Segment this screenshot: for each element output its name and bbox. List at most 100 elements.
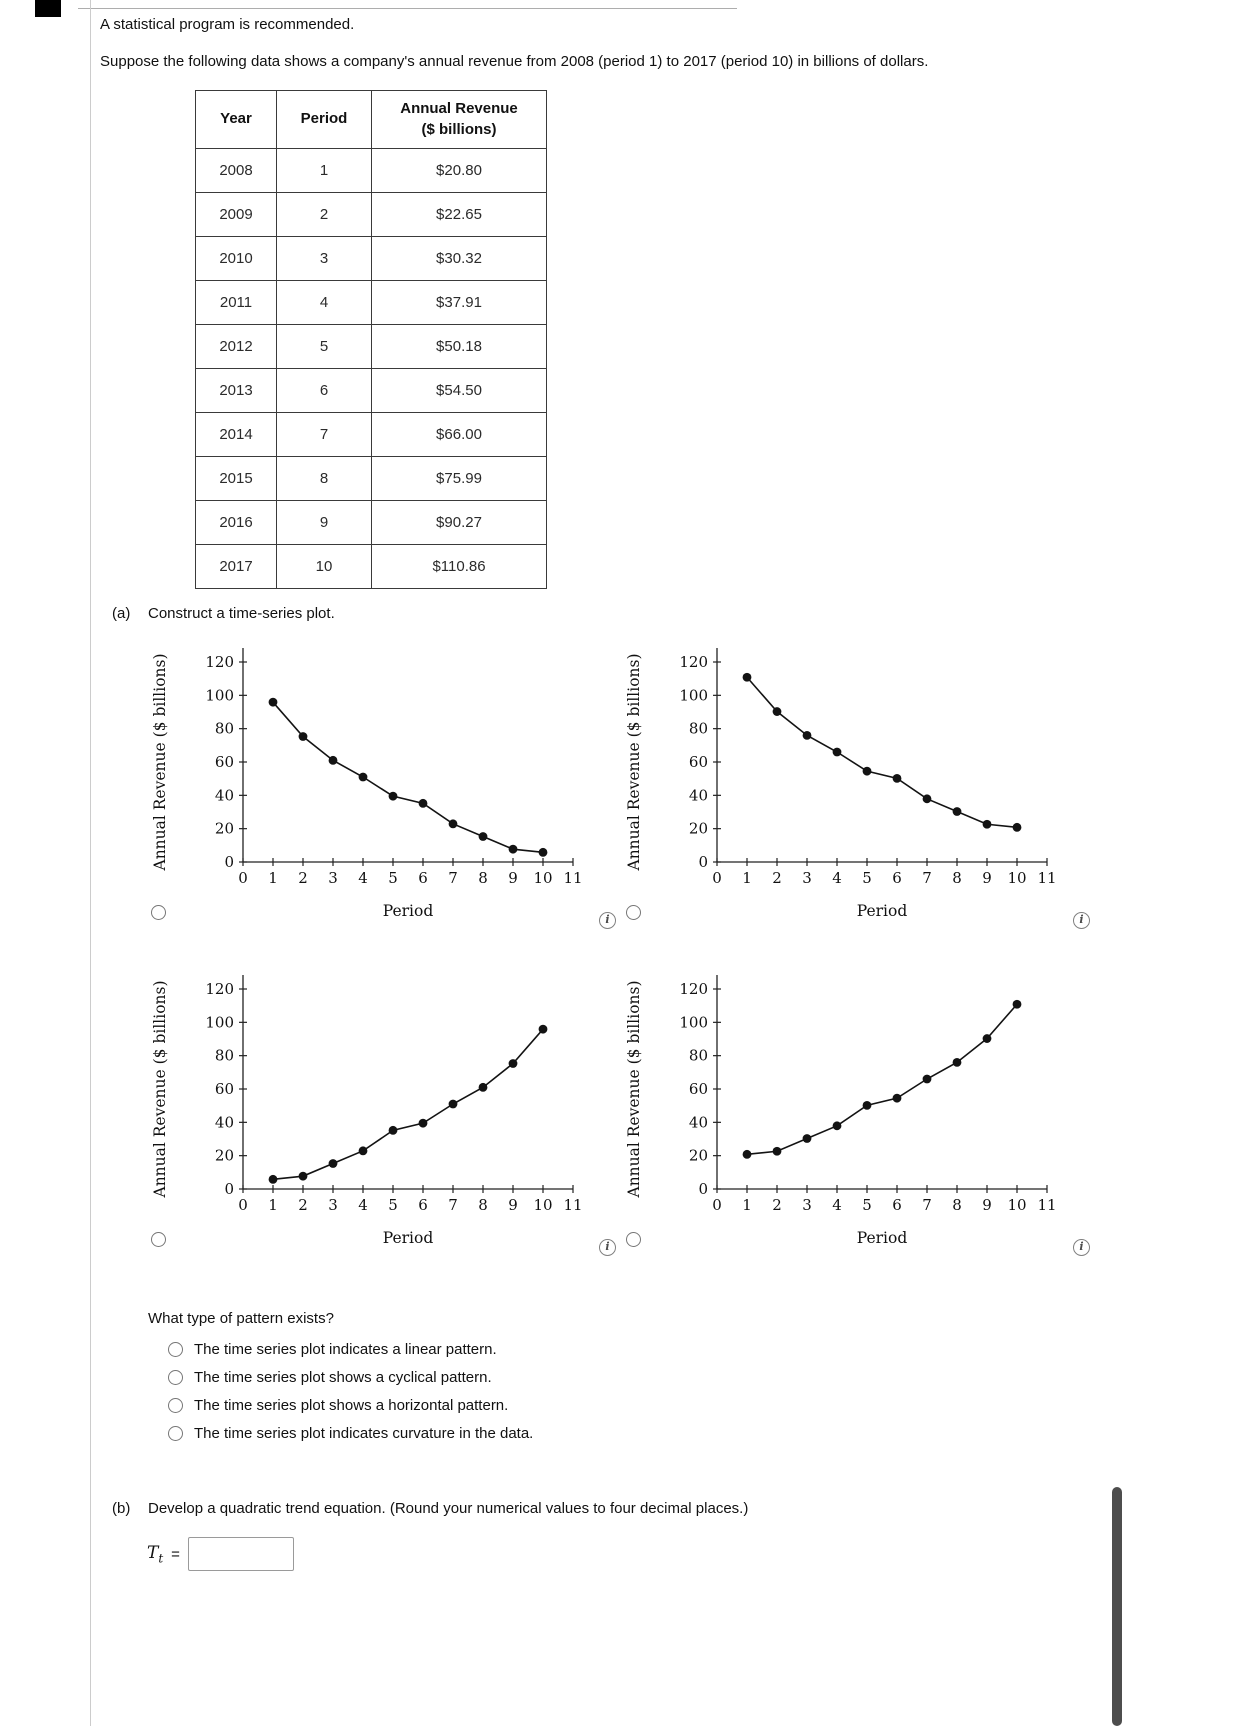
y-tick-label: 0	[224, 853, 234, 871]
x-tick-label: 4	[832, 869, 842, 887]
table-header-year: Year	[195, 90, 277, 149]
y-axis-label: Annual Revenue ($ billions)	[625, 653, 643, 871]
table-header-revenue-line1: Annual Revenue	[400, 100, 518, 118]
revenue-cell: $66.00	[371, 412, 547, 457]
chart-canvas-2: 0 20 40 60 80 100 120 0 1 2 3 4 5 6 7 8 9 10 11 Annual Reve…	[625, 648, 1057, 920]
plot-option-2-radio[interactable]	[626, 905, 641, 920]
x-tick-label: 6	[892, 1196, 902, 1214]
x-tick-label: 7	[922, 1196, 932, 1214]
y-tick-label: 80	[215, 1047, 234, 1065]
x-tick-label: 6	[418, 869, 428, 887]
equation-variable-symbol: T	[147, 1542, 159, 1563]
year-cell: 2010	[195, 236, 277, 281]
period-cell: 4	[276, 280, 372, 325]
pattern-option-horizontal-radio[interactable]	[168, 1397, 183, 1413]
data-point	[982, 819, 992, 829]
pattern-option-cyclical-radio[interactable]	[168, 1369, 183, 1385]
chart-canvas-1: 0 20 40 60 80 100 120 0 1 2 3 4 5 6 7 8 9 10 11 Annual Reve…	[151, 648, 583, 920]
x-tick-label: 11	[563, 1196, 582, 1214]
data-point	[1012, 822, 1022, 832]
time-series-plot-option-1: 0 20 40 60 80 100 120 0 1 2 3 4 5 6 7 8 9 10 11 Annual Reve…	[148, 638, 588, 924]
data-point	[298, 1171, 308, 1181]
top-left-marker	[35, 0, 61, 17]
series-line	[272, 701, 544, 854]
x-tick-label: 4	[358, 1196, 368, 1214]
x-axis-label: Period	[383, 902, 434, 920]
x-axis-label: Period	[383, 1229, 434, 1247]
scrollbar-thumb[interactable]	[1112, 1487, 1122, 1726]
x-tick-label: 11	[563, 869, 582, 887]
y-axis-label: Annual Revenue ($ billions)	[151, 653, 169, 871]
pattern-option-curvature-radio[interactable]	[168, 1425, 183, 1441]
plot-option-2-info-icon[interactable]: i	[1073, 912, 1090, 929]
revenue-cell: $54.50	[371, 368, 547, 413]
y-tick-label: 100	[679, 686, 708, 704]
revenue-table: Year Period Annual Revenue ($ billions) …	[195, 90, 547, 589]
time-series-plot-option-2: 0 20 40 60 80 100 120 0 1 2 3 4 5 6 7 8 9 10 11 Annual Reve…	[622, 638, 1062, 924]
data-point	[388, 1125, 398, 1135]
year-cell: 2015	[195, 456, 277, 501]
period-cell: 1	[276, 148, 372, 193]
x-tick-label: 10	[533, 1196, 552, 1214]
year-cell: 2011	[195, 280, 277, 325]
revenue-cell: $75.99	[371, 456, 547, 501]
plot-option-1-info-icon[interactable]: i	[599, 912, 616, 929]
x-tick-label: 1	[268, 1196, 278, 1214]
plot-option-1-radio[interactable]	[151, 905, 166, 920]
y-tick-label: 40	[215, 1113, 234, 1131]
period-cell: 2	[276, 192, 372, 237]
y-tick-label: 60	[215, 753, 234, 771]
pattern-option-horizontal[interactable]: The time series plot shows a horizontal …	[168, 1396, 533, 1414]
y-tick-label: 80	[689, 720, 708, 738]
x-tick-label: 1	[268, 869, 278, 887]
data-point	[538, 847, 548, 857]
revenue-cell: $90.27	[371, 500, 547, 545]
part-a-text: Construct a time-series plot.	[148, 605, 335, 622]
table-header-revenue: Annual Revenue ($ billions)	[371, 90, 547, 149]
pattern-option-curvature[interactable]: The time series plot indicates curvature…	[168, 1425, 533, 1442]
data-point	[388, 791, 398, 801]
table-row: 2008 1 $20.80	[195, 148, 547, 193]
data-point	[772, 707, 782, 716]
data-point	[268, 1174, 278, 1184]
year-cell: 2013	[195, 368, 277, 413]
series-line	[272, 1028, 544, 1181]
revenue-cell: $50.18	[371, 324, 547, 369]
plot-option-4-radio[interactable]	[626, 1232, 641, 1247]
data-point	[802, 1134, 812, 1143]
equation-variable-subscript: t	[158, 1551, 164, 1566]
trend-equation-input[interactable]	[187, 1537, 294, 1571]
revenue-cell: $30.32	[371, 236, 547, 281]
x-tick-label: 3	[328, 1196, 338, 1214]
y-axis-label: Annual Revenue ($ billions)	[151, 980, 169, 1198]
y-tick-label: 100	[679, 1013, 708, 1031]
plot-option-3-radio[interactable]	[151, 1232, 166, 1247]
data-point	[862, 766, 872, 776]
data-point	[892, 773, 902, 783]
revenue-cell: $22.65	[371, 192, 547, 237]
x-tick-label: 0	[712, 1196, 722, 1214]
pattern-option-linear[interactable]: The time series plot indicates a linear …	[168, 1341, 533, 1358]
data-point	[952, 1057, 962, 1067]
pattern-option-horizontal-label: The time series plot shows a horizontal …	[194, 1396, 509, 1414]
x-tick-label: 9	[508, 1196, 518, 1214]
pattern-option-cyclical[interactable]: The time series plot shows a cyclical pa…	[168, 1369, 533, 1386]
x-tick-label: 4	[832, 1196, 842, 1214]
plot-option-4-info-icon[interactable]: i	[1073, 1239, 1090, 1256]
year-cell: 2017	[195, 544, 277, 589]
year-cell: 2016	[195, 500, 277, 545]
data-point	[448, 819, 458, 829]
pattern-option-linear-radio[interactable]	[168, 1341, 183, 1357]
x-tick-label: 1	[742, 1196, 752, 1214]
x-tick-label: 11	[1037, 869, 1056, 887]
data-point	[508, 1059, 518, 1068]
plot-option-3-info-icon[interactable]: i	[599, 1239, 616, 1256]
data-point	[742, 1149, 752, 1159]
x-tick-label: 1	[742, 869, 752, 887]
x-tick-label: 7	[448, 1196, 458, 1214]
y-tick-label: 20	[689, 1147, 708, 1165]
x-tick-label: 9	[508, 869, 518, 887]
data-point	[268, 697, 278, 707]
table-header-row: Year Period Annual Revenue ($ billions)	[195, 90, 547, 149]
